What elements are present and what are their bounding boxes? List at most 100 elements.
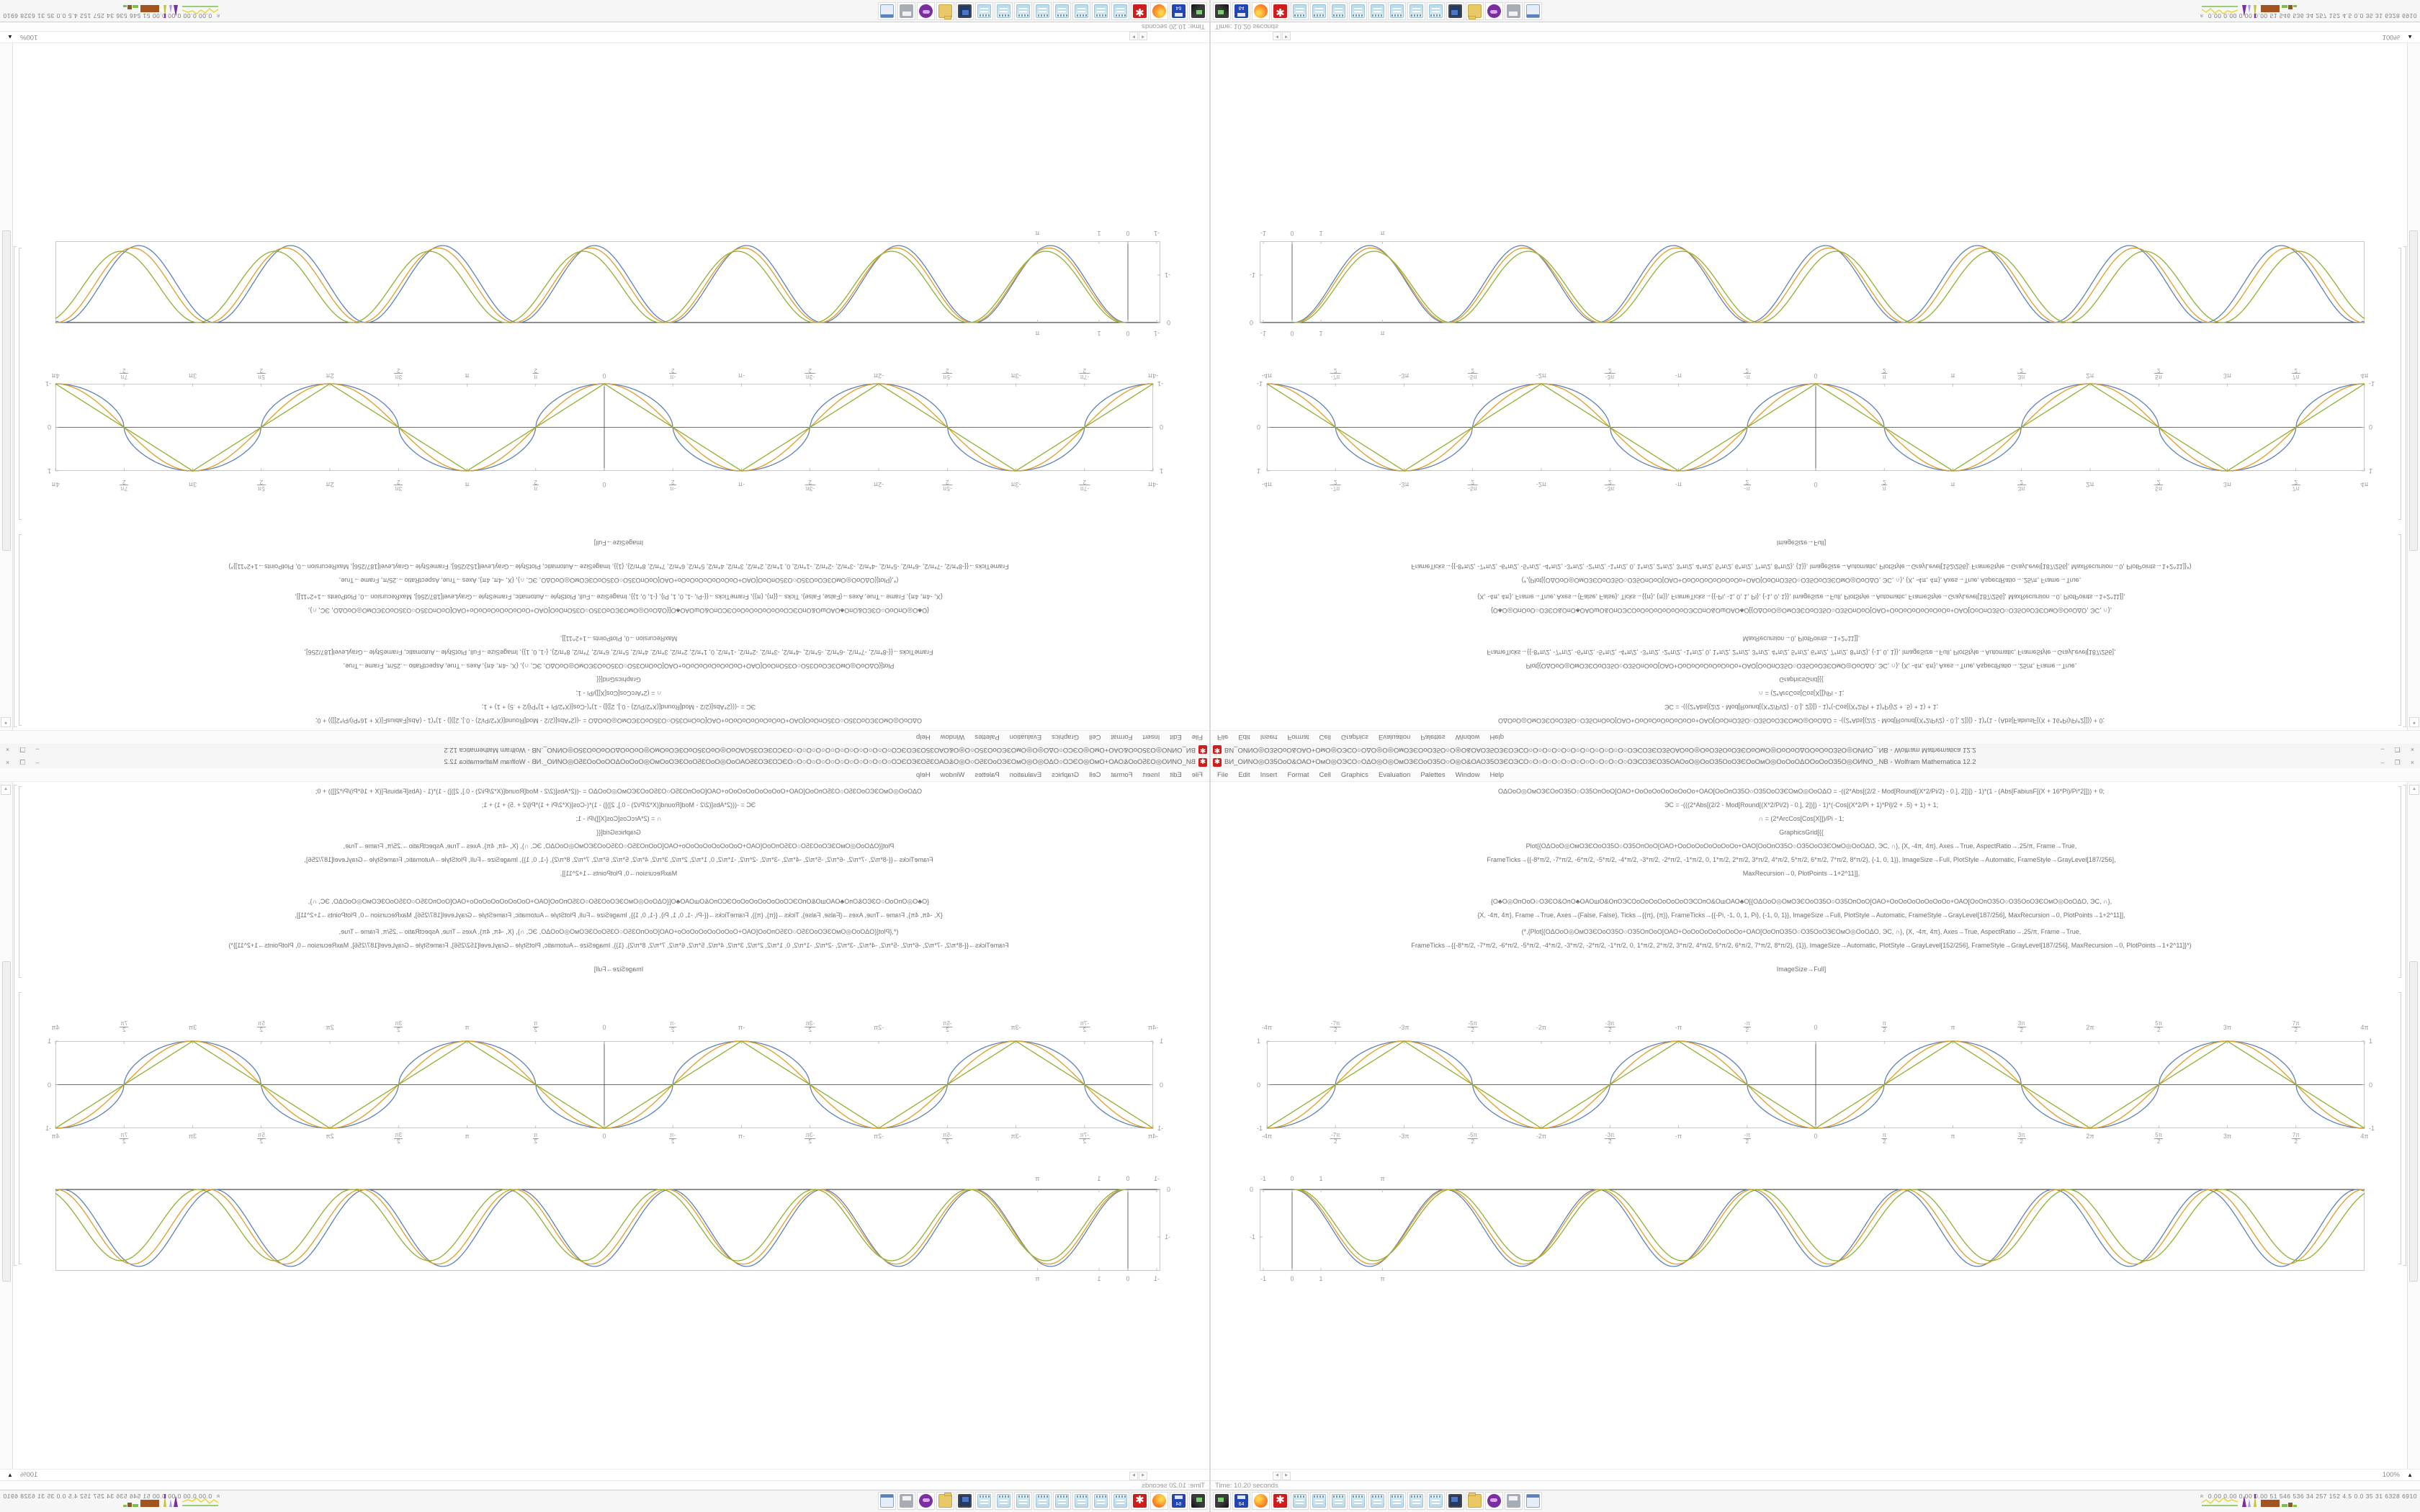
taskbar-tile[interactable] <box>1485 2 1503 20</box>
taskbar-tile[interactable] <box>1189 1492 1207 1510</box>
menu-item-graphics[interactable]: Graphics <box>1340 770 1368 779</box>
close-button[interactable]: × <box>2410 746 2414 754</box>
taskbar-tile[interactable] <box>1072 1492 1090 1510</box>
taskbar-tile[interactable] <box>1330 2 1348 20</box>
restore-button[interactable]: ❐ <box>19 758 26 766</box>
vertical-scrollbar-thumb[interactable] <box>2409 230 2418 551</box>
magnification-dropdown-icon[interactable]: ▲ <box>2407 1472 2413 1478</box>
taskbar-tile[interactable] <box>1388 2 1406 20</box>
taskbar-tile[interactable] <box>1330 1492 1348 1510</box>
taskbar-tile[interactable] <box>897 2 915 20</box>
taskbar-tile[interactable] <box>917 1492 935 1510</box>
code-line-12[interactable]: ImageSize→Full] <box>593 966 644 973</box>
code-line-12[interactable]: ImageSize→Full] <box>1776 966 1827 973</box>
menu-item-format[interactable]: Format <box>1111 733 1133 742</box>
menu-item-cell[interactable]: Cell <box>1089 770 1101 779</box>
cell-group-bracket[interactable] <box>2403 246 2406 727</box>
taskbar-tile[interactable] <box>1092 2 1110 20</box>
menu-item-edit[interactable]: Edit <box>1238 733 1250 742</box>
close-button[interactable]: × <box>6 758 10 766</box>
horizontal-scrollbar-strip[interactable]: ◀ ▶ 100% ▲ <box>1211 1469 2420 1480</box>
code-line-12[interactable]: ImageSize→Full] <box>1776 539 1827 546</box>
magnification-control[interactable]: 100% <box>20 1471 38 1479</box>
scroll-up-arrow-icon[interactable]: ▲ <box>1 785 11 795</box>
taskbar-tile[interactable] <box>1427 2 1445 20</box>
taskbar-tile[interactable] <box>1170 2 1188 20</box>
taskbar[interactable]: ✱ « 0.00 0.00 0.00 0.00 51 546 536 34 25… <box>0 0 1209 22</box>
taskbar-tile[interactable] <box>1349 2 1367 20</box>
input-cell-bracket[interactable] <box>19 534 22 726</box>
code-line-8[interactable]: {О♣О◎ОпОоО○ОЗЄО&ОпО♣ОАОшО&ОпОЭСОоОоОоОоО… <box>308 607 930 614</box>
scroll-right-arrow-icon[interactable]: ▶ <box>1129 1472 1138 1480</box>
code-line-2[interactable]: ЭС = -(((2*Abs[(2/2 - Mod[Round[(X*2/Pi/… <box>481 703 756 711</box>
menu-item-palettes[interactable]: Palettes <box>1420 733 1446 742</box>
code-line-3[interactable]: ∩ = (2*ArcCos[Cos[X]])/Pi - 1; <box>1758 815 1845 822</box>
taskbar-tile[interactable] <box>1368 1492 1386 1510</box>
input-code-cell[interactable]: ОΔОоО◎ОмОЗЄОоОЗ5О○ОЗ5ОпОоО[ОАО+ОоОоОоОоО… <box>1211 785 2392 976</box>
menu-item-window[interactable]: Window <box>940 770 965 779</box>
taskbar[interactable]: ✱ « 0.00 0.00 0.00 0.00 51 546 536 34 25… <box>0 1490 1209 1512</box>
restore-button[interactable]: ❐ <box>2394 746 2401 754</box>
menu-item-palettes[interactable]: Palettes <box>974 733 1000 742</box>
code-line-1[interactable]: ОΔОоО◎ОмОЗЄОоОЗ5О○ОЗ5ОпОоО[ОАО+ОоОоОоОоО… <box>315 788 922 795</box>
notebook-content[interactable]: ОΔОоО◎ОмОЗЄОоОЗ5О○ОЗ5ОпОоО[ОАО+ОоОоОоОоО… <box>12 43 1209 730</box>
taskbar-tile[interactable] <box>1252 1492 1270 1510</box>
output-cell-bracket[interactable] <box>2398 248 2401 520</box>
code-line-9[interactable]: {X, -4π, 4π}, Frame→True, Axes→{False, F… <box>295 593 943 600</box>
taskbar-tile[interactable] <box>1407 2 1425 20</box>
taskbar-tile[interactable] <box>1111 1492 1129 1510</box>
code-line-1[interactable]: ОΔОоО◎ОмОЗЄОоОЗ5О○ОЗ5ОпОоО[ОАО+ОоОоОоОоО… <box>1498 788 2105 795</box>
menu-item-help[interactable]: Help <box>1489 733 1504 742</box>
notebook-content[interactable]: ОΔОоО◎ОмОЗЄОоОЗ5О○ОЗ5ОпОоО[ОАО+ОоОоОоОоО… <box>12 782 1209 1469</box>
taskbar-tile[interactable] <box>1053 2 1071 20</box>
taskbar-tile[interactable] <box>1291 1492 1309 1510</box>
menu-item-insert[interactable]: Insert <box>1260 733 1278 742</box>
menu-item-cell[interactable]: Cell <box>1319 733 1331 742</box>
menu-item-file[interactable]: File <box>1217 770 1229 779</box>
vertical-scrollbar[interactable]: ▲ <box>2407 782 2420 1469</box>
notebook-content[interactable]: ОΔОоО◎ОмОЗЄОоОЗ5О○ОЗ5ОпОоО[ОАО+ОоОоОоОоО… <box>1211 782 2408 1469</box>
taskbar-tile[interactable] <box>1485 1492 1503 1510</box>
taskbar-tile[interactable] <box>1232 2 1250 20</box>
input-code-cell[interactable]: ОΔОоО◎ОмОЗЄОоОЗ5О○ОЗ5ОпОоО[ОАО+ОоОоОоОоО… <box>1211 536 2392 727</box>
window-titlebar[interactable]: ✱ ВИ_ОИNО◎ОЗ5ОоО&ОАО+ОмО◎ОЭСО○ОΔО◎О◎ОмОЗ… <box>0 743 1209 756</box>
code-line-4[interactable]: GraphicsGrid[{{ <box>1779 829 1824 836</box>
code-line-5[interactable]: Plot[{ОΔОоО◎ОмОЗЄОоОЗ5О○ОЗ5ОпОоО[ОАО+ОоО… <box>1525 842 2077 850</box>
code-line-8[interactable]: {О♣О◎ОпОоО○ОЗЄО&ОпО♣ОАОшО&ОпОЭСОоОоОоОоО… <box>1490 898 2112 905</box>
scroll-up-arrow-icon[interactable]: ▲ <box>1 717 11 727</box>
taskbar-tile[interactable] <box>1053 1492 1071 1510</box>
menu-item-insert[interactable]: Insert <box>1142 733 1160 742</box>
menu-item-insert[interactable]: Insert <box>1142 770 1160 779</box>
magnification-dropdown-icon[interactable]: ▲ <box>2407 34 2413 40</box>
menu-item-format[interactable]: Format <box>1287 733 1309 742</box>
taskbar-tile[interactable] <box>975 1492 993 1510</box>
taskbar-tile[interactable] <box>1466 1492 1484 1510</box>
taskbar-tile[interactable] <box>917 2 935 20</box>
code-line-10[interactable]: (*,{Plot[{ОΔОоО◎ОмОЗЄОоОЗ5О○ОЗ5ОпОоО[ОАО… <box>339 928 899 935</box>
taskbar-tile[interactable] <box>1368 2 1386 20</box>
code-line-12[interactable]: ImageSize→Full] <box>593 539 644 546</box>
code-line-6[interactable]: FrameTicks→{{-8*π/2, -7*π/2, -6*π/2, -5*… <box>304 856 933 863</box>
taskbar-tile[interactable] <box>1524 1492 1542 1510</box>
menu-item-window[interactable]: Window <box>1455 733 1480 742</box>
code-line-10[interactable]: (*,{Plot[{ОΔОоО◎ОмОЗЄОоОЗ5О○ОЗ5ОпОоО[ОАО… <box>1521 928 2081 935</box>
menu-item-insert[interactable]: Insert <box>1260 770 1278 779</box>
menu-item-help[interactable]: Help <box>1489 770 1504 779</box>
taskbar-tile[interactable] <box>936 2 954 20</box>
minimize-button[interactable]: – <box>2380 758 2385 766</box>
taskbar-tile[interactable] <box>1252 2 1270 20</box>
code-line-6[interactable]: FrameTicks→{{-8*π/2, -7*π/2, -6*π/2, -5*… <box>1487 856 2116 863</box>
horizontal-scrollbar-strip[interactable]: ◀ ▶ 100% ▲ <box>0 1469 1209 1480</box>
code-line-8[interactable]: {О♣О◎ОпОоО○ОЗЄО&ОпО♣ОАОшО&ОпОЭСОоОоОоОоО… <box>1490 607 2112 614</box>
code-line-3[interactable]: ∩ = (2*ArcCos[Cos[X]])/Pi - 1; <box>575 815 662 822</box>
menu-item-edit[interactable]: Edit <box>1170 733 1182 742</box>
taskbar-tile[interactable] <box>1310 1492 1328 1510</box>
code-line-7[interactable]: MaxRecursion→0, PlotPoints→1+2^11]], <box>1742 870 1860 877</box>
taskbar-tile[interactable] <box>1427 1492 1445 1510</box>
taskbar-tile[interactable] <box>1034 1492 1052 1510</box>
taskbar-tile[interactable] <box>1170 1492 1188 1510</box>
taskbar-tile[interactable] <box>995 2 1013 20</box>
magnification-control[interactable]: 100% <box>2382 1471 2400 1479</box>
menu-item-format[interactable]: Format <box>1111 770 1133 779</box>
taskbar-tile[interactable]: ✱ <box>1131 1492 1149 1510</box>
